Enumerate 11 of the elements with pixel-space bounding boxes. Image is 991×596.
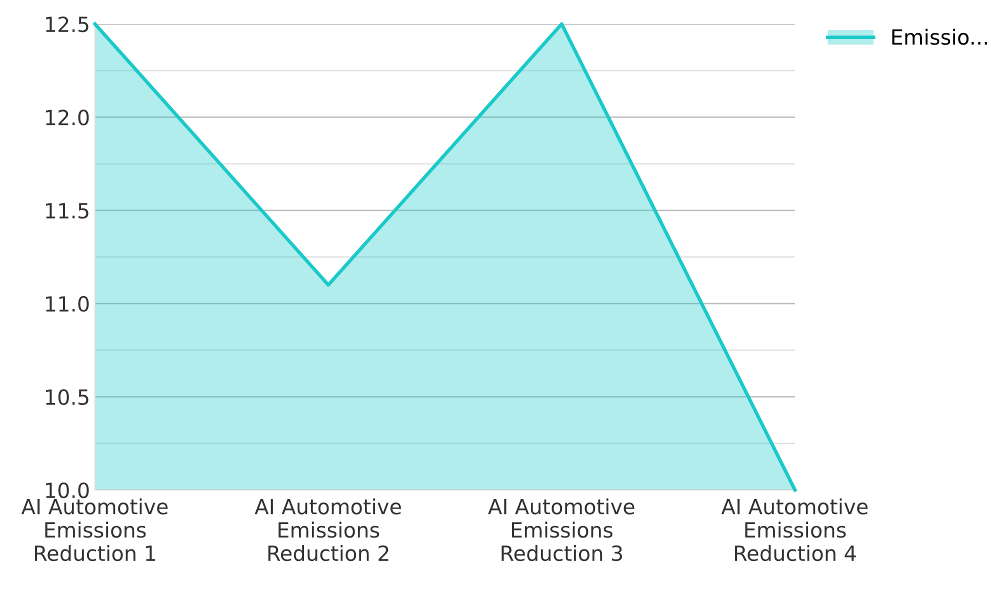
y-tick-label: 10.5 — [46, 389, 88, 406]
x-tick-label: AI Automotive Emissions Reduction 3 — [488, 498, 634, 562]
x-tick-label: AI Automotive Emissions Reduction 1 — [21, 498, 168, 562]
x-tick-label: AI Automotive Emissions Reduction 2 — [254, 498, 401, 562]
y-tick-label: 12.5 — [46, 16, 88, 32]
y-tick-label: 11.5 — [46, 203, 88, 219]
x-tick-label: AI Automotive Emissions Reduction 4 — [721, 498, 868, 562]
y-tick-label: 12.0 — [46, 110, 89, 126]
legend-label: Emissio... — [892, 28, 987, 45]
y-tick-label: 11.0 — [46, 296, 89, 312]
y-tick-label: 10.0 — [46, 482, 89, 498]
